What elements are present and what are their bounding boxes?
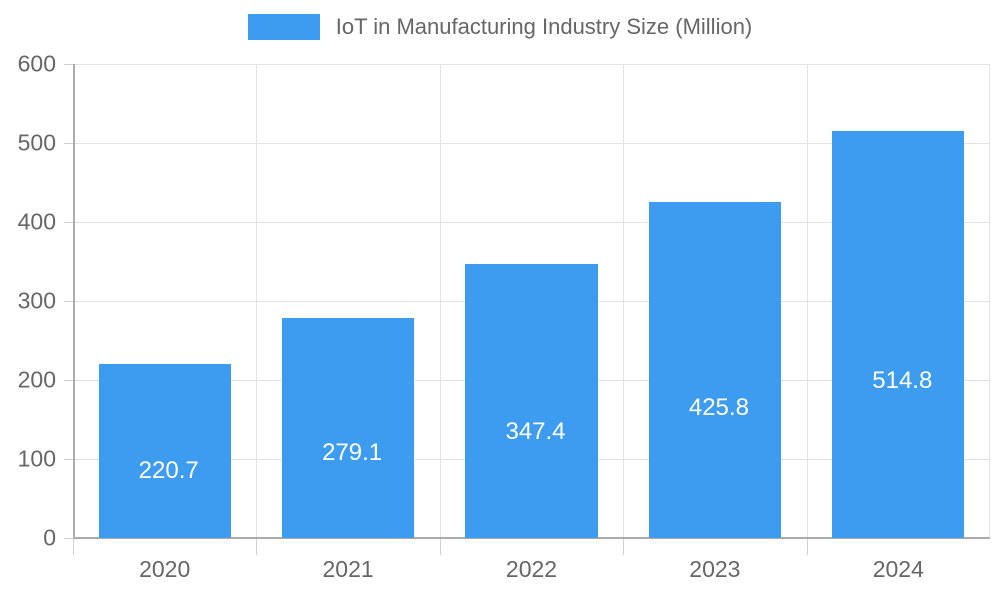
gridline-vertical bbox=[439, 64, 441, 538]
y-axis-line bbox=[73, 64, 75, 539]
gridline-vertical bbox=[256, 64, 258, 538]
y-axis-tick-label: 400 bbox=[17, 208, 56, 235]
legend-item-label: IoT in Manufacturing Industry Size (Mill… bbox=[335, 14, 753, 39]
y-axis-tick-label: 200 bbox=[17, 366, 56, 393]
y-axis-tick bbox=[64, 301, 73, 302]
legend-item-iot-manufacturing[interactable]: IoT in Manufacturing Industry Size (Mill… bbox=[247, 14, 753, 40]
gridline-horizontal bbox=[73, 222, 990, 223]
y-axis-tick bbox=[64, 143, 73, 144]
x-axis-tick bbox=[73, 539, 74, 555]
y-axis-tick-label: 600 bbox=[17, 50, 56, 77]
y-axis-tick bbox=[64, 380, 73, 381]
y-axis-tick bbox=[64, 459, 73, 460]
y-axis-tick-label: 100 bbox=[17, 445, 56, 472]
x-axis-tick bbox=[256, 539, 258, 555]
y-axis-tick bbox=[64, 538, 73, 539]
gridline-vertical bbox=[989, 64, 990, 538]
bar-2020[interactable] bbox=[98, 363, 231, 538]
x-axis-tick bbox=[806, 539, 808, 555]
x-axis-label-2022: 2022 bbox=[505, 556, 558, 582]
x-axis-line bbox=[73, 537, 990, 539]
gridline-horizontal bbox=[73, 143, 990, 144]
y-axis-tick bbox=[64, 222, 73, 223]
x-axis-tick bbox=[623, 539, 625, 555]
y-axis-tick-label: 500 bbox=[17, 129, 56, 156]
chart-legend: IoT in Manufacturing Industry Size (Mill… bbox=[0, 14, 1000, 40]
gridline-vertical bbox=[623, 64, 625, 538]
gridline-horizontal bbox=[73, 64, 990, 65]
x-axis-label-2021: 2021 bbox=[322, 556, 374, 582]
y-axis-tick bbox=[64, 64, 73, 65]
bar-2022[interactable] bbox=[465, 263, 598, 538]
legend-color-swatch-icon bbox=[247, 14, 320, 40]
y-axis-tick-label: 0 bbox=[43, 524, 56, 551]
x-axis-label-2023: 2023 bbox=[689, 556, 741, 582]
x-axis-tick bbox=[439, 539, 441, 555]
x-axis-label-2024: 2024 bbox=[872, 556, 924, 582]
bar-2021[interactable] bbox=[282, 317, 415, 538]
bar-2024[interactable] bbox=[832, 131, 965, 538]
y-axis-tick-label: 300 bbox=[17, 287, 56, 314]
gridline-vertical bbox=[806, 64, 808, 538]
bar-2023[interactable] bbox=[648, 201, 781, 538]
x-axis-label-2020: 2020 bbox=[139, 556, 191, 582]
